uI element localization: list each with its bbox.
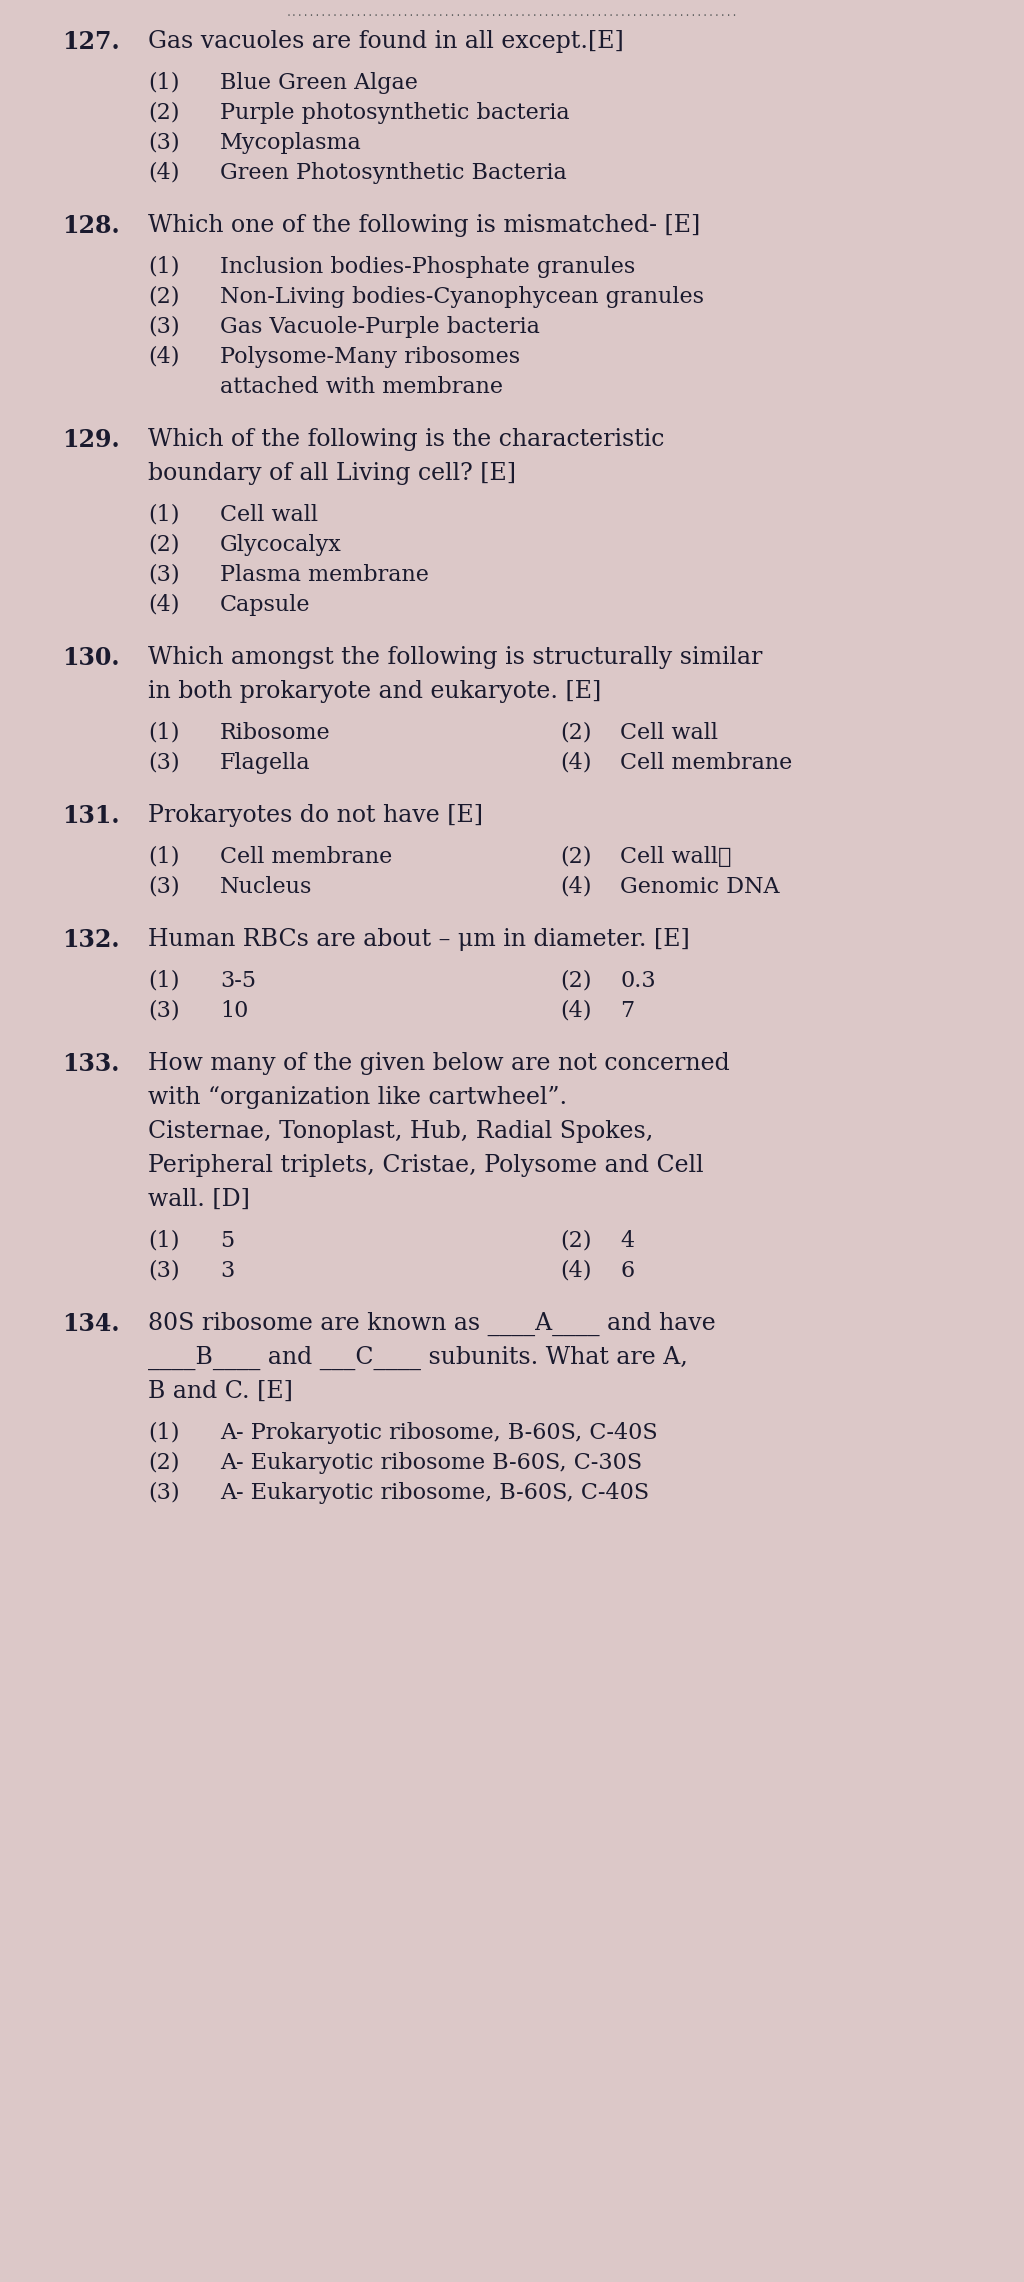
Text: (1): (1) — [148, 504, 179, 525]
Text: (4): (4) — [560, 1000, 592, 1022]
Text: 130.: 130. — [62, 646, 120, 671]
Text: ____B____ and ___C____ subunits. What are A,: ____B____ and ___C____ subunits. What ar… — [148, 1346, 688, 1369]
Text: (4): (4) — [148, 162, 179, 185]
Text: 129.: 129. — [62, 429, 120, 452]
Text: Gas vacuoles are found in all except.[E]: Gas vacuoles are found in all except.[E] — [148, 30, 624, 52]
Text: (3): (3) — [148, 753, 179, 774]
Text: (3): (3) — [148, 132, 179, 153]
Text: (4): (4) — [148, 347, 179, 367]
Text: Polysome-Many ribosomes: Polysome-Many ribosomes — [220, 347, 520, 367]
Text: Which of the following is the characteristic: Which of the following is the characteri… — [148, 429, 665, 452]
Text: Nucleus: Nucleus — [220, 876, 312, 899]
Text: with “organization like cartwheel”.: with “organization like cartwheel”. — [148, 1086, 567, 1109]
Text: Ribosome: Ribosome — [220, 721, 331, 744]
Text: Mycoplasma: Mycoplasma — [220, 132, 361, 153]
Text: Plasma membrane: Plasma membrane — [220, 564, 429, 586]
Text: (1): (1) — [148, 1230, 179, 1253]
Text: Cell membrane: Cell membrane — [620, 753, 793, 774]
Text: (2): (2) — [148, 103, 179, 123]
Text: (3): (3) — [148, 876, 179, 899]
Text: Prokaryotes do not have [E]: Prokaryotes do not have [E] — [148, 803, 483, 826]
Text: 0.3: 0.3 — [620, 970, 655, 993]
Text: Cisternae, Tonoplast, Hub, Radial Spokes,: Cisternae, Tonoplast, Hub, Radial Spokes… — [148, 1120, 653, 1143]
Text: Non-Living bodies-Cyanophycean granules: Non-Living bodies-Cyanophycean granules — [220, 285, 705, 308]
Text: 132.: 132. — [62, 929, 120, 952]
Text: (2): (2) — [148, 1451, 179, 1474]
Text: in both prokaryote and eukaryote. [E]: in both prokaryote and eukaryote. [E] — [148, 680, 601, 703]
Text: B and C. [E]: B and C. [E] — [148, 1381, 293, 1403]
Text: 133.: 133. — [62, 1052, 120, 1077]
Text: Cell wall: Cell wall — [620, 721, 718, 744]
Text: (1): (1) — [148, 73, 179, 94]
Text: (4): (4) — [560, 876, 592, 899]
Text: Inclusion bodies-Phosphate granules: Inclusion bodies-Phosphate granules — [220, 256, 635, 278]
Text: (3): (3) — [148, 315, 179, 338]
Text: (2): (2) — [560, 1230, 592, 1253]
Text: (2): (2) — [148, 285, 179, 308]
Text: 3: 3 — [220, 1260, 234, 1282]
Text: (1): (1) — [148, 1422, 179, 1445]
Text: 7: 7 — [620, 1000, 634, 1022]
Text: (3): (3) — [148, 1481, 179, 1504]
Text: Which amongst the following is structurally similar: Which amongst the following is structura… — [148, 646, 763, 669]
Text: Capsule: Capsule — [220, 593, 310, 616]
Text: Cell wall✓: Cell wall✓ — [620, 847, 731, 867]
Text: Green Photosynthetic Bacteria: Green Photosynthetic Bacteria — [220, 162, 566, 185]
Text: How many of the given below are not concerned: How many of the given below are not conc… — [148, 1052, 730, 1075]
Text: Blue Green Algae: Blue Green Algae — [220, 73, 418, 94]
Text: (1): (1) — [148, 721, 179, 744]
Text: 128.: 128. — [62, 215, 120, 237]
Text: Peripheral triplets, Cristae, Polysome and Cell: Peripheral triplets, Cristae, Polysome a… — [148, 1155, 703, 1178]
Text: (4): (4) — [148, 593, 179, 616]
Text: Flagella: Flagella — [220, 753, 310, 774]
Text: Cell wall: Cell wall — [220, 504, 318, 525]
Text: 5: 5 — [220, 1230, 234, 1253]
Text: (1): (1) — [148, 256, 179, 278]
Text: Human RBCs are about – μm in diameter. [E]: Human RBCs are about – μm in diameter. [… — [148, 929, 690, 952]
Text: (4): (4) — [560, 1260, 592, 1282]
Text: (2): (2) — [148, 534, 179, 557]
Text: 10: 10 — [220, 1000, 249, 1022]
Text: Purple photosynthetic bacteria: Purple photosynthetic bacteria — [220, 103, 569, 123]
Text: 131.: 131. — [62, 803, 120, 828]
Text: Genomic DNA: Genomic DNA — [620, 876, 779, 899]
Text: 127.: 127. — [62, 30, 120, 55]
Text: A- Eukaryotic ribosome, B-60S, C-40S: A- Eukaryotic ribosome, B-60S, C-40S — [220, 1481, 649, 1504]
Text: Cell membrane: Cell membrane — [220, 847, 392, 867]
Text: .............................................................................: ........................................… — [286, 9, 738, 18]
Text: (2): (2) — [560, 721, 592, 744]
Text: (3): (3) — [148, 1000, 179, 1022]
Text: A- Eukaryotic ribosome B-60S, C-30S: A- Eukaryotic ribosome B-60S, C-30S — [220, 1451, 642, 1474]
Text: (3): (3) — [148, 564, 179, 586]
Text: boundary of all Living cell? [E]: boundary of all Living cell? [E] — [148, 461, 516, 486]
Text: (4): (4) — [560, 753, 592, 774]
Text: (3): (3) — [148, 1260, 179, 1282]
Text: 6: 6 — [620, 1260, 634, 1282]
Text: wall. [D]: wall. [D] — [148, 1189, 250, 1212]
Text: attached with membrane: attached with membrane — [220, 377, 503, 397]
Text: Gas Vacuole-Purple bacteria: Gas Vacuole-Purple bacteria — [220, 315, 540, 338]
Text: 80S ribosome are known as ____A____ and have: 80S ribosome are known as ____A____ and … — [148, 1312, 716, 1337]
Text: Glycocalyx: Glycocalyx — [220, 534, 342, 557]
Text: (2): (2) — [560, 847, 592, 867]
Text: (1): (1) — [148, 847, 179, 867]
Text: A- Prokaryotic ribosome, B-60S, C-40S: A- Prokaryotic ribosome, B-60S, C-40S — [220, 1422, 657, 1445]
Text: 4: 4 — [620, 1230, 634, 1253]
Text: Which one of the following is mismatched- [E]: Which one of the following is mismatched… — [148, 215, 700, 237]
Text: 3-5: 3-5 — [220, 970, 256, 993]
Text: (2): (2) — [560, 970, 592, 993]
Text: (1): (1) — [148, 970, 179, 993]
Text: 134.: 134. — [62, 1312, 120, 1335]
